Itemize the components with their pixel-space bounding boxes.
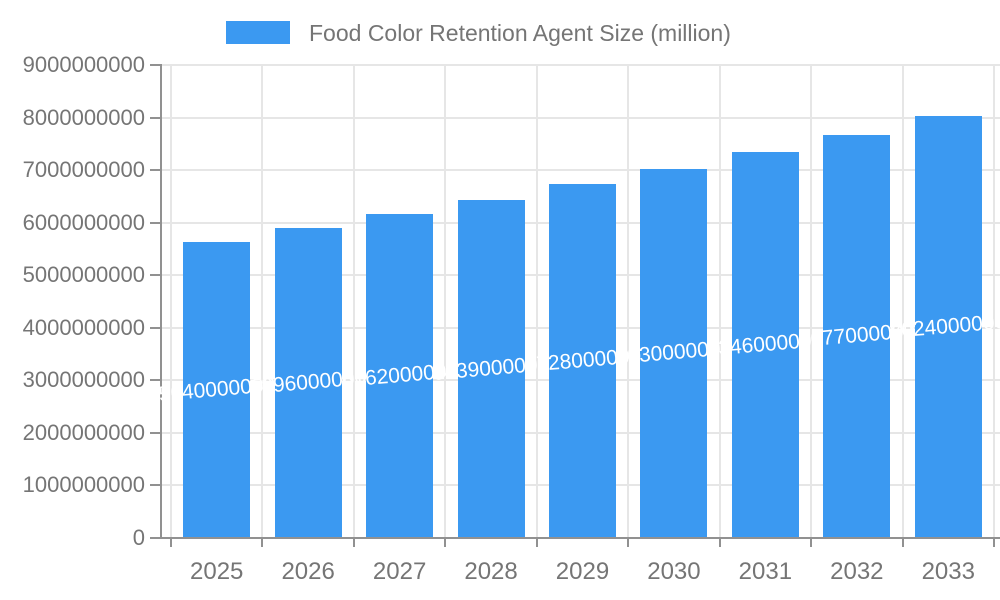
x-axis-tick xyxy=(718,538,721,547)
gridline-vertical xyxy=(535,65,538,538)
x-axis-tick xyxy=(261,538,264,547)
y-tick-label: 2000000000 xyxy=(22,419,145,445)
gridline-vertical xyxy=(627,65,630,538)
y-axis-tick xyxy=(150,169,162,172)
x-tick-label: 2029 xyxy=(555,558,610,585)
y-tick-label: 8000000000 xyxy=(22,104,145,130)
y-tick-label: 0 xyxy=(132,525,145,550)
y-axis-tick xyxy=(150,431,162,434)
gridline-vertical xyxy=(170,65,172,538)
x-tick-label: 2027 xyxy=(372,558,427,585)
x-axis-tick xyxy=(627,538,630,547)
y-axis-tick xyxy=(150,484,162,487)
gridline-horizontal xyxy=(161,169,1000,172)
gridline-horizontal xyxy=(161,64,1000,66)
y-tick-label: 5000000000 xyxy=(22,262,145,288)
bar-2025[interactable] xyxy=(183,241,251,538)
gridline-vertical xyxy=(718,65,721,538)
gridline-vertical xyxy=(444,65,447,538)
legend: Food Color Retention Agent Size (million… xyxy=(0,0,1000,60)
y-axis-tick xyxy=(150,116,162,119)
gridline-vertical xyxy=(901,65,904,538)
x-tick-label: 2026 xyxy=(281,558,335,585)
y-tick-label: 4000000000 xyxy=(22,314,145,340)
x-axis-tick xyxy=(535,538,538,547)
y-axis-tick xyxy=(150,221,162,224)
bar-2033[interactable] xyxy=(914,116,982,538)
gridline-vertical xyxy=(993,65,995,538)
bar-2030[interactable] xyxy=(640,168,708,538)
x-tick-label: 2030 xyxy=(647,558,701,585)
x-axis-tick xyxy=(444,538,447,547)
bar-2032[interactable] xyxy=(823,134,891,538)
x-tick-label: 2025 xyxy=(190,558,244,585)
x-axis-line xyxy=(153,537,1000,539)
x-tick-label: 2031 xyxy=(738,558,793,585)
x-axis-tick xyxy=(993,538,995,547)
y-axis-tick xyxy=(150,379,162,382)
y-axis-tick xyxy=(150,274,162,277)
x-tick-label: 2033 xyxy=(921,558,975,585)
bar-2026[interactable] xyxy=(274,228,342,538)
y-axis-tick xyxy=(150,326,162,329)
bar-2028[interactable] xyxy=(457,199,525,538)
gridline-vertical xyxy=(261,65,264,538)
bar-2031[interactable] xyxy=(731,151,799,538)
gridline-vertical xyxy=(810,65,813,538)
x-axis-tick xyxy=(901,538,904,547)
y-tick-label: 7000000000 xyxy=(22,157,145,183)
y-tick-label: 6000000000 xyxy=(22,209,145,235)
gridline-vertical xyxy=(352,65,355,538)
bar-2029[interactable] xyxy=(549,184,616,538)
y-tick-label: 1000000000 xyxy=(22,472,145,498)
y-axis-tick xyxy=(150,64,162,66)
y-axis-line xyxy=(160,65,162,538)
x-axis-tick xyxy=(810,538,813,547)
x-tick-label: 2032 xyxy=(830,558,884,585)
chart-title: Food Color Retention Agent Size (million… xyxy=(309,20,731,46)
bar-2027[interactable] xyxy=(366,214,434,538)
x-axis-tick xyxy=(170,538,172,547)
y-tick-label: 9000000000 xyxy=(22,52,145,77)
gridline-horizontal xyxy=(161,116,1000,119)
x-axis-tick xyxy=(352,538,355,547)
legend-swatch xyxy=(226,21,290,44)
x-tick-label: 2028 xyxy=(464,558,518,585)
y-tick-label: 3000000000 xyxy=(22,367,145,393)
